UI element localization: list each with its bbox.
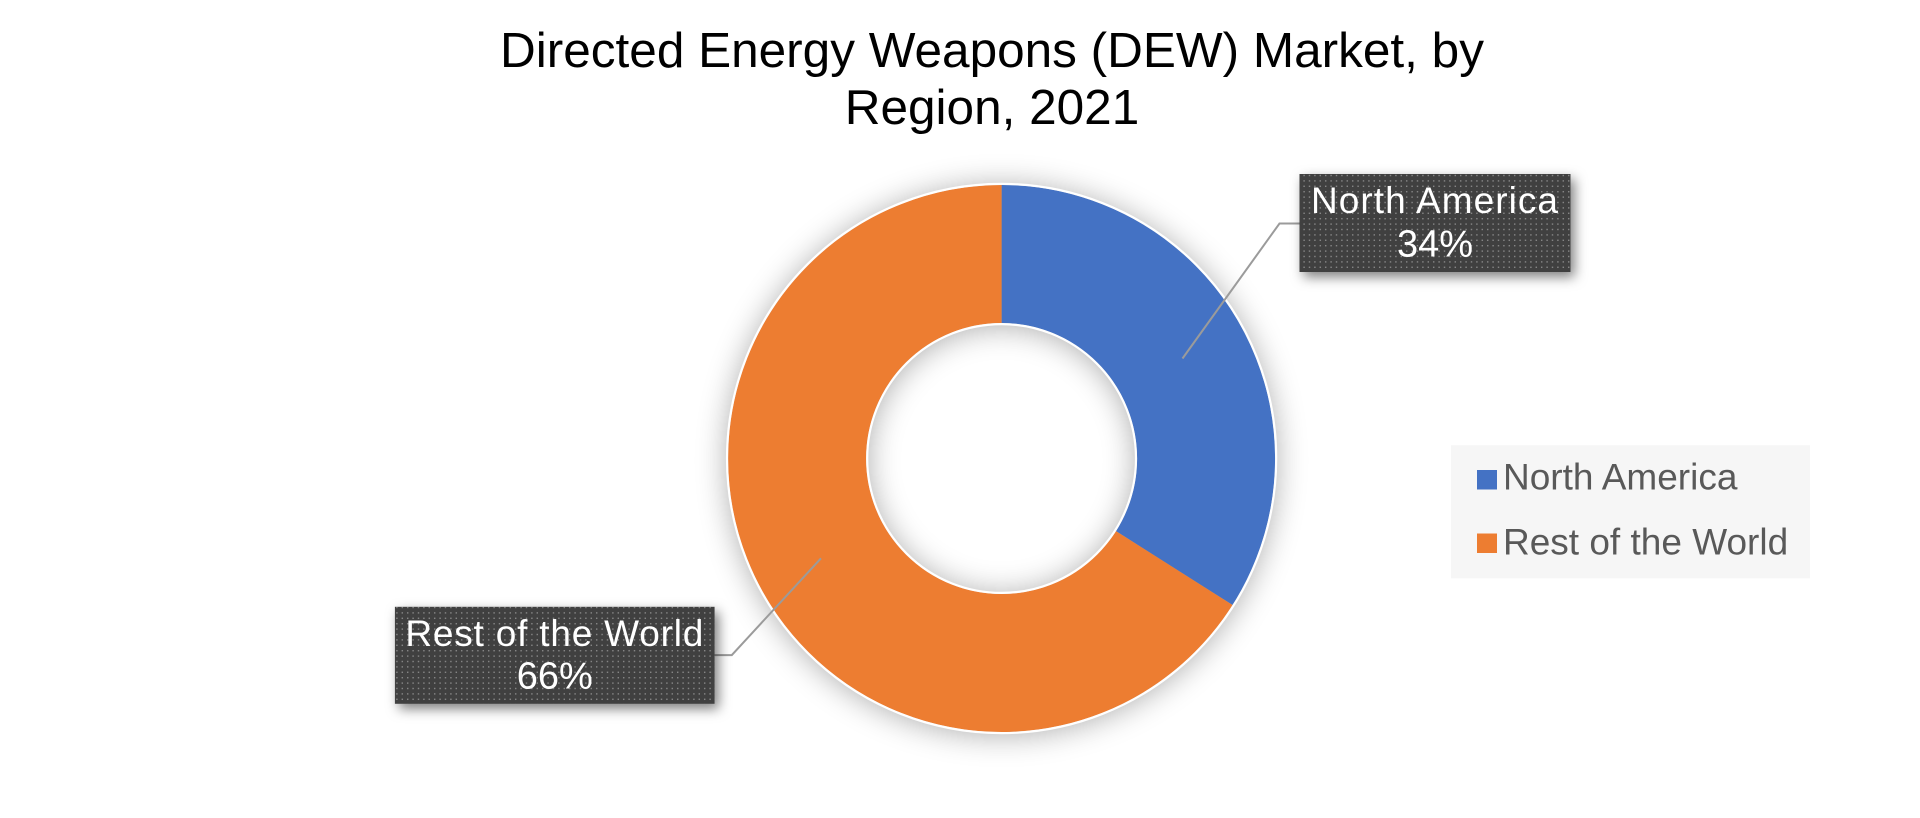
- svg-text:North America: North America: [1503, 456, 1738, 497]
- svg-text:Rest of the World: Rest of the World: [405, 613, 704, 654]
- svg-text:Directed Energy Weapons (DEW): Directed Energy Weapons (DEW) Market, by: [500, 23, 1484, 78]
- svg-text:66%: 66%: [517, 655, 593, 697]
- svg-text:34%: 34%: [1397, 224, 1473, 266]
- svg-text:Region, 2021: Region, 2021: [845, 80, 1140, 135]
- svg-text:North America: North America: [1311, 180, 1559, 221]
- svg-text:Rest of the World: Rest of the World: [1503, 521, 1788, 562]
